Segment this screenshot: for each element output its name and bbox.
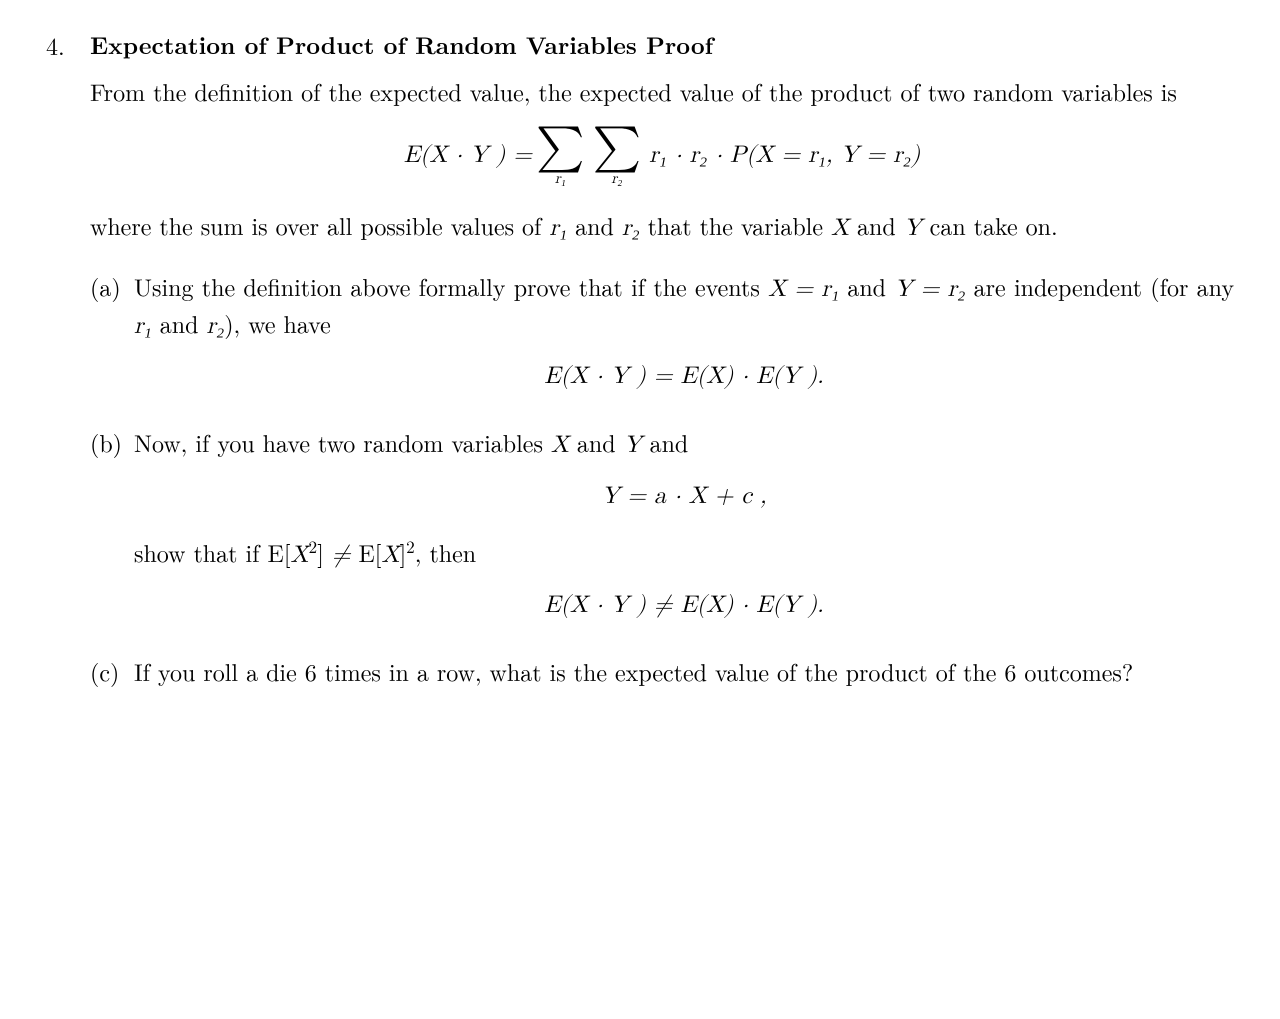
problem-number: 4. [46,28,90,702]
sum-1: ∑ r₁ [536,124,585,186]
eq: E(X · Y ) ≠ E(X) · E(Y ). [544,593,823,617]
m: E[X2] ≠ E[X]2 [267,543,414,567]
t: are independent (for any [965,269,1234,303]
part-c-label: (c) [90,654,134,692]
problem-title: Expectation of Product of Random Variabl… [90,28,1234,62]
t: , then [415,535,476,569]
eq1-rhs: r₁ · r₂ · P(X = r₁, Y = r₂) [649,143,920,167]
t: and [839,269,894,303]
part-a: (a) Using the definition above formally … [90,269,1234,415]
m: r₂ [206,314,224,338]
t: If you roll a die 6 times in a row, what… [134,654,1234,688]
part-a-label: (a) [90,269,134,415]
t: can take on. [922,208,1058,242]
equation-b1: Y = a · X + c , [134,479,1234,513]
part-c-body: If you roll a die 6 times in a row, what… [134,654,1234,692]
equation-1: E(X · Y ) = ∑ r₁ ∑ r₂ r₁ · r₂ · P(X = r₁… [90,124,1234,186]
part-b: (b) Now, if you have two random variable… [90,425,1234,643]
t: and [569,425,624,459]
eq: Y = a · X + c , [601,484,766,508]
sum2-sub: r₂ [611,171,622,186]
m: Y [904,216,922,240]
t: and [152,306,207,340]
equation-a: E(X · Y ) = E(X) · E(Y ). [134,359,1234,393]
m: X = r₁ [768,277,839,301]
t: show that if [134,535,267,569]
intro-para-2: where the sum is over all possible value… [90,208,1234,245]
m: X [831,216,849,240]
t: Now, if you have two random variables [134,425,551,459]
part-b-label: (b) [90,425,134,643]
sum-2: ∑ r₂ [593,124,642,186]
problem-4: 4. Expectation of Product of Random Vari… [46,28,1234,702]
m: X [551,433,569,457]
t: ), we have [224,306,331,340]
part-a-body: Using the definition above formally prov… [134,269,1234,415]
part-c: (c) If you roll a die 6 times in a row, … [90,654,1234,692]
t: that the variable [640,208,831,242]
t: and [642,425,689,459]
eq: E(X · Y ) = E(X) · E(Y ). [544,364,823,388]
t: and [567,208,622,242]
m: Y = r₂ [894,277,965,301]
m: r₁ [134,314,152,338]
t: and [849,208,904,242]
intro-para-1: From the definition of the expected valu… [90,74,1234,108]
m: r₂ [622,216,640,240]
sum1-sub: r₁ [555,171,566,186]
part-b-body: Now, if you have two random variables X … [134,425,1234,643]
equation-b2: E(X · Y ) ≠ E(X) · E(Y ). [134,588,1234,622]
t: Using the definition above formally prov… [134,269,768,303]
m: Y [624,433,642,457]
t: where the sum is over all possible value… [90,208,549,242]
problem-body: Expectation of Product of Random Variabl… [90,28,1234,702]
m: r₁ [549,216,567,240]
eq1-lhs: E(X · Y ) = [404,143,532,167]
